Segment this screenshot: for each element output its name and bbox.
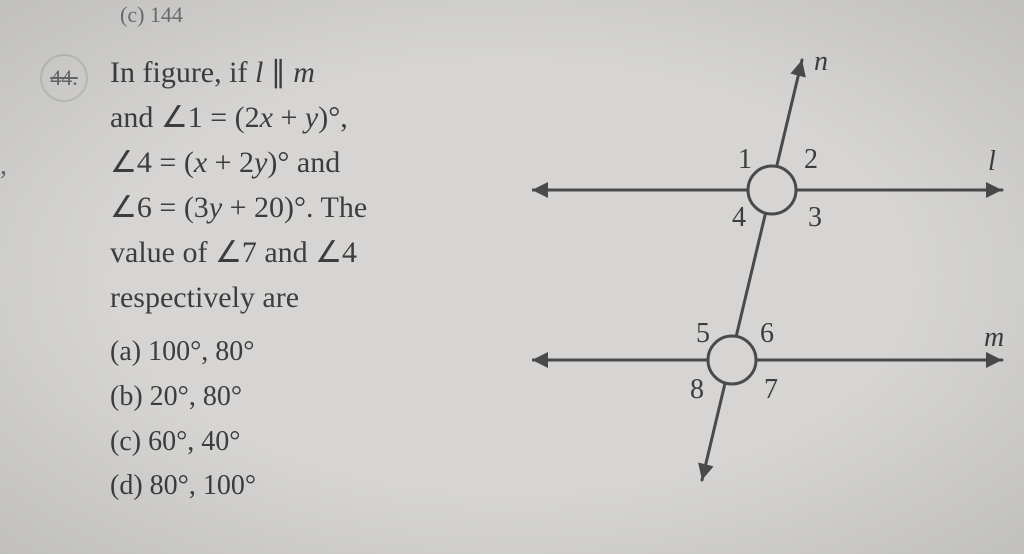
option-c: (c) 60°, 40° [110,420,510,465]
question-line: respectively are [110,275,510,320]
svg-text:m: m [984,322,1004,353]
svg-text:3: 3 [808,202,822,233]
option-key: (a) [110,336,141,367]
option-text: 60°, 40° [148,426,240,457]
svg-text:2: 2 [804,144,818,175]
svg-text:4: 4 [732,202,746,233]
option-text: 100°, 80° [148,336,254,367]
question-line: and ∠1 = (2x + y)°, [110,95,510,140]
svg-text:1: 1 [738,144,752,175]
question-line: value of ∠7 and ∠4 [110,230,510,275]
question-line: ∠4 = (x + 2y)° and [110,140,510,185]
edge-mark: , [0,150,7,182]
question-number: 44. [40,54,88,102]
options: (a) 100°, 80° (b) 20°, 80° (c) 60°, 40° … [110,330,510,509]
option-a: (a) 100°, 80° [110,330,510,375]
option-key: (c) [110,426,141,457]
option-d: (d) 80°, 100° [110,464,510,509]
svg-text:5: 5 [696,318,710,349]
option-text: 20°, 80° [150,381,242,412]
figure: n l m 1 2 3 4 5 6 7 8 [532,50,1012,480]
svg-text:8: 8 [690,374,704,405]
option-key: (b) [110,381,143,412]
figure-svg: n l m 1 2 3 4 5 6 7 8 [532,50,1012,490]
option-text: 80°, 100° [150,470,256,501]
question-line: ∠6 = (3y + 20)°. The [110,185,510,230]
svg-text:7: 7 [764,374,778,405]
svg-text:6: 6 [760,318,774,349]
page: (c) 144 , 44. In figure, if l ∥ m and ∠1… [0,0,1024,554]
question-line: In figure, if l ∥ m [110,50,510,95]
svg-text:l: l [988,146,996,177]
svg-text:n: n [814,50,828,77]
previous-fragment: (c) 144 [120,2,183,28]
option-key: (d) [110,470,143,501]
question-row: 44. In figure, if l ∥ m and ∠1 = (2x + y… [40,50,994,509]
question-text: In figure, if l ∥ m and ∠1 = (2x + y)°, … [110,50,510,509]
option-b: (b) 20°, 80° [110,375,510,420]
